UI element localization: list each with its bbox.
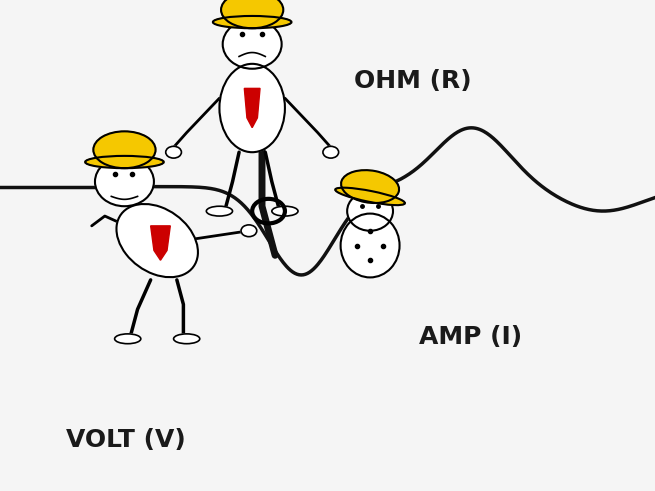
Ellipse shape [117, 204, 198, 277]
Ellipse shape [347, 191, 393, 231]
Polygon shape [244, 88, 260, 128]
Ellipse shape [272, 206, 298, 216]
Ellipse shape [341, 214, 400, 277]
Ellipse shape [95, 157, 154, 206]
Ellipse shape [115, 334, 141, 344]
Ellipse shape [85, 156, 164, 168]
Text: OHM (R): OHM (R) [354, 69, 472, 93]
Ellipse shape [213, 16, 291, 28]
Ellipse shape [223, 20, 282, 69]
Circle shape [241, 225, 257, 237]
Polygon shape [151, 226, 170, 260]
Ellipse shape [174, 334, 200, 344]
Ellipse shape [206, 206, 233, 216]
Ellipse shape [335, 188, 405, 205]
Text: VOLT (V): VOLT (V) [66, 428, 185, 452]
Ellipse shape [219, 64, 285, 152]
Circle shape [166, 146, 181, 158]
Ellipse shape [221, 0, 284, 28]
Text: AMP (I): AMP (I) [419, 325, 522, 349]
Circle shape [323, 146, 339, 158]
Ellipse shape [341, 170, 399, 203]
Ellipse shape [94, 131, 156, 168]
